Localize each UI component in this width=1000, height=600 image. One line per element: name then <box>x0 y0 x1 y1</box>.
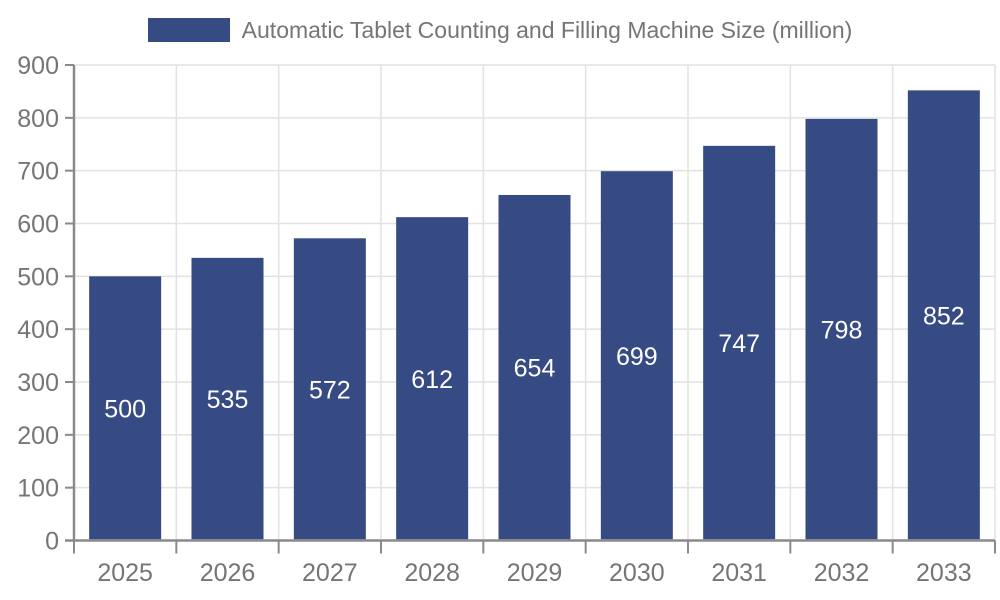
bar <box>805 118 878 540</box>
x-tick-label: 2029 <box>507 559 563 587</box>
y-tick-label: 300 <box>17 369 59 397</box>
bar-value-label: 535 <box>207 386 249 414</box>
bar <box>703 145 776 540</box>
bar <box>498 194 571 540</box>
bar-value-label: 852 <box>923 302 965 330</box>
bar-value-label: 654 <box>514 355 556 383</box>
bar <box>89 276 162 540</box>
x-tick-label: 2027 <box>302 559 358 587</box>
y-tick-label: 500 <box>17 263 59 291</box>
bar-value-label: 572 <box>309 376 351 404</box>
x-tick-label: 2031 <box>711 559 767 587</box>
y-tick-label: 800 <box>17 105 59 133</box>
y-tick-label: 100 <box>17 475 59 503</box>
chart-legend: Automatic Tablet Counting and Filling Ma… <box>0 16 1000 44</box>
bar-value-label: 500 <box>104 395 146 423</box>
bar-value-label: 798 <box>821 317 863 345</box>
bar-value-label: 699 <box>616 343 658 371</box>
bar-value-label: 747 <box>718 330 760 358</box>
y-tick-label: 700 <box>17 158 59 186</box>
y-tick-label: 200 <box>17 422 59 450</box>
bar <box>907 90 980 540</box>
legend-label: Automatic Tablet Counting and Filling Ma… <box>241 16 853 43</box>
bar <box>396 217 469 540</box>
x-tick-label: 2033 <box>916 559 972 587</box>
x-tick-label: 2030 <box>609 559 665 587</box>
legend-swatch <box>147 18 230 42</box>
x-tick-label: 2025 <box>97 559 153 587</box>
bar <box>600 171 673 540</box>
y-tick-label: 0 <box>45 528 59 556</box>
y-tick-label: 600 <box>17 211 59 239</box>
bar <box>293 238 366 540</box>
x-tick-label: 2032 <box>814 559 870 587</box>
bar <box>191 257 264 540</box>
x-tick-label: 2026 <box>200 559 256 587</box>
x-tick-label: 2028 <box>404 559 460 587</box>
y-tick-label: 400 <box>17 316 59 344</box>
y-tick-label: 900 <box>17 52 59 80</box>
bar-value-label: 612 <box>411 366 453 394</box>
